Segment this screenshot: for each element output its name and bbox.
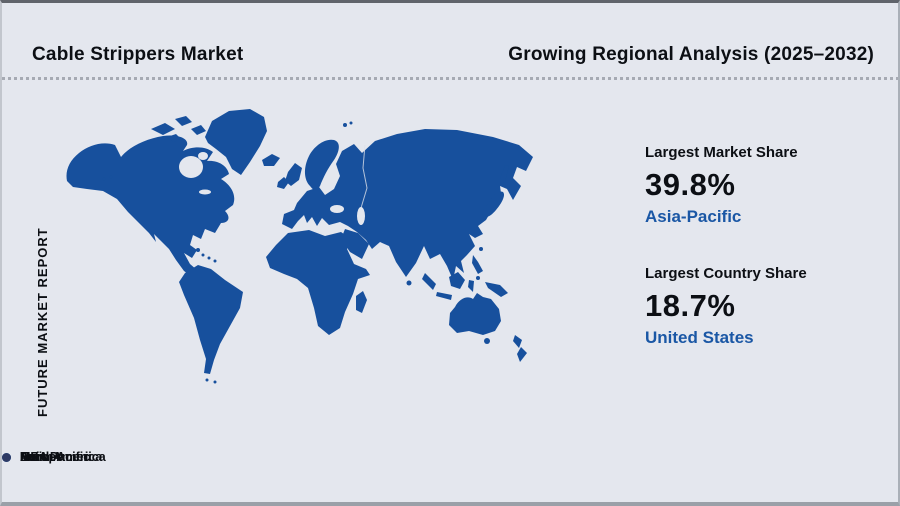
ural-border-line	[360, 144, 368, 209]
stat-value: 18.7%	[645, 288, 736, 323]
legend-dot-icon	[2, 452, 11, 462]
stat-largest-market-share: Largest Market Share 39.8% Asia-Pacific	[645, 143, 895, 228]
stat-largest-country-share: Largest Country Share 18.7% United State…	[645, 264, 895, 349]
stat-region: Asia-Pacific	[645, 207, 742, 226]
stats-panel: Largest Market Share 39.8% Asia-Pacific …	[645, 143, 895, 349]
stat-region: United States	[645, 328, 754, 347]
legend-label: MEA	[20, 450, 48, 464]
dotted-divider	[2, 77, 898, 80]
world-map-landmass	[66, 109, 533, 384]
report-subtitle: Growing Regional Analysis (2025–2032)	[508, 44, 874, 65]
world-map	[66, 109, 533, 384]
legend-label: Europe	[20, 450, 64, 464]
stat-label: Largest Market Share	[645, 144, 798, 161]
stat-value: 39.8%	[645, 167, 736, 202]
map-water-cutouts	[179, 152, 365, 225]
stat-label: Largest Country Share	[645, 265, 807, 282]
vertical-watermark: FUTURE MARKET REPORT	[35, 227, 50, 417]
legend-label: Latin America	[20, 450, 103, 464]
legend-label: North America	[20, 450, 106, 464]
page-title: Cable Strippers Market	[32, 44, 244, 65]
legend-label: Asia Pacific	[20, 450, 91, 464]
legend-item-north-america: North America	[2, 450, 106, 464]
